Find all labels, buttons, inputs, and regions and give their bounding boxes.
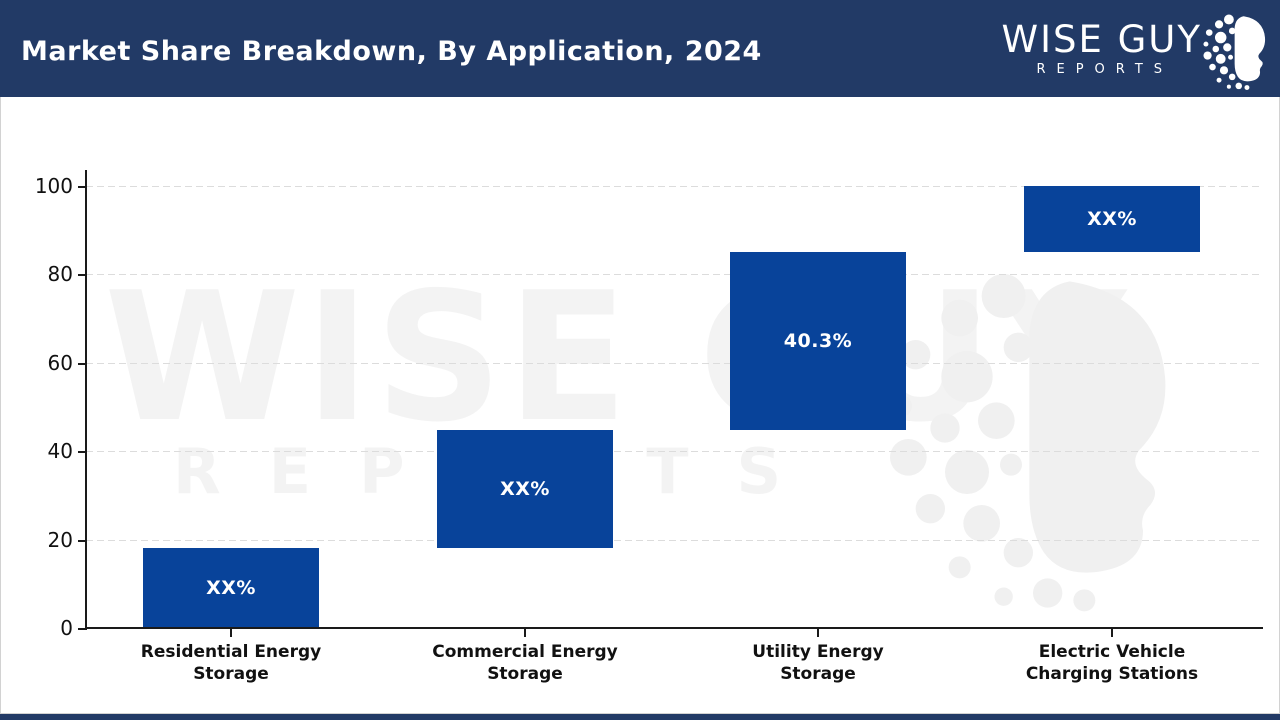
gridline <box>86 363 1263 364</box>
logo-name: WISE GUY <box>1001 18 1202 61</box>
footer-bar <box>0 714 1280 720</box>
y-tick-mark <box>78 274 85 276</box>
page-title: Market Share Breakdown, By Application, … <box>21 36 762 67</box>
x-tick-mark <box>230 629 232 637</box>
y-tick-mark <box>78 540 85 542</box>
bar-segment: XX% <box>437 430 613 548</box>
brand-logo: WISE GUY REPORTS <box>1002 6 1270 92</box>
bar-segment: XX% <box>143 548 319 628</box>
x-category-label: Electric Vehicle Charging Stations <box>1025 642 1199 685</box>
y-tick-mark <box>78 451 85 453</box>
logo-wordmark: WISE GUY REPORTS <box>1002 21 1202 77</box>
x-axis-line <box>85 627 1263 629</box>
gridline <box>86 540 1263 541</box>
y-axis-line <box>85 170 87 630</box>
bar-value-label: XX% <box>500 478 550 500</box>
y-tick-label: 80 <box>47 262 73 286</box>
bar-segment: XX% <box>1024 186 1200 252</box>
chart-area: WISE GUY REPORTS 020406080100XX%XX%40.3%… <box>0 97 1280 714</box>
x-tick-mark <box>1111 629 1113 637</box>
x-category-label: Utility Energy Storage <box>752 642 884 685</box>
x-tick-mark <box>817 629 819 637</box>
bar-value-label: XX% <box>206 577 256 599</box>
gridline <box>86 186 1263 187</box>
y-tick-label: 20 <box>47 528 73 552</box>
gridline <box>86 451 1263 452</box>
header: Market Share Breakdown, By Application, … <box>0 0 1280 97</box>
y-tick-mark <box>78 186 85 188</box>
gridline <box>86 274 1263 275</box>
x-category-label: Residential Energy Storage <box>140 642 322 685</box>
y-tick-mark <box>78 363 85 365</box>
y-tick-label: 100 <box>34 174 73 198</box>
y-tick-label: 40 <box>47 439 73 463</box>
x-category-label: Commercial Energy Storage <box>432 642 618 685</box>
bar-segment: 40.3% <box>730 252 906 430</box>
logo-head-icon <box>1203 14 1266 90</box>
logo-subtitle: REPORTS <box>1036 62 1174 77</box>
y-tick-label: 0 <box>60 616 73 640</box>
bar-value-label: XX% <box>1087 208 1137 230</box>
plot: 0 20 40 60 80 100 XX% XX% 40.3% XX% Residential En… <box>1 97 1279 713</box>
bar-value-label: 40.3% <box>783 330 853 352</box>
y-tick-label: 60 <box>47 351 73 375</box>
x-tick-mark <box>524 629 526 637</box>
y-tick-mark <box>78 628 85 630</box>
